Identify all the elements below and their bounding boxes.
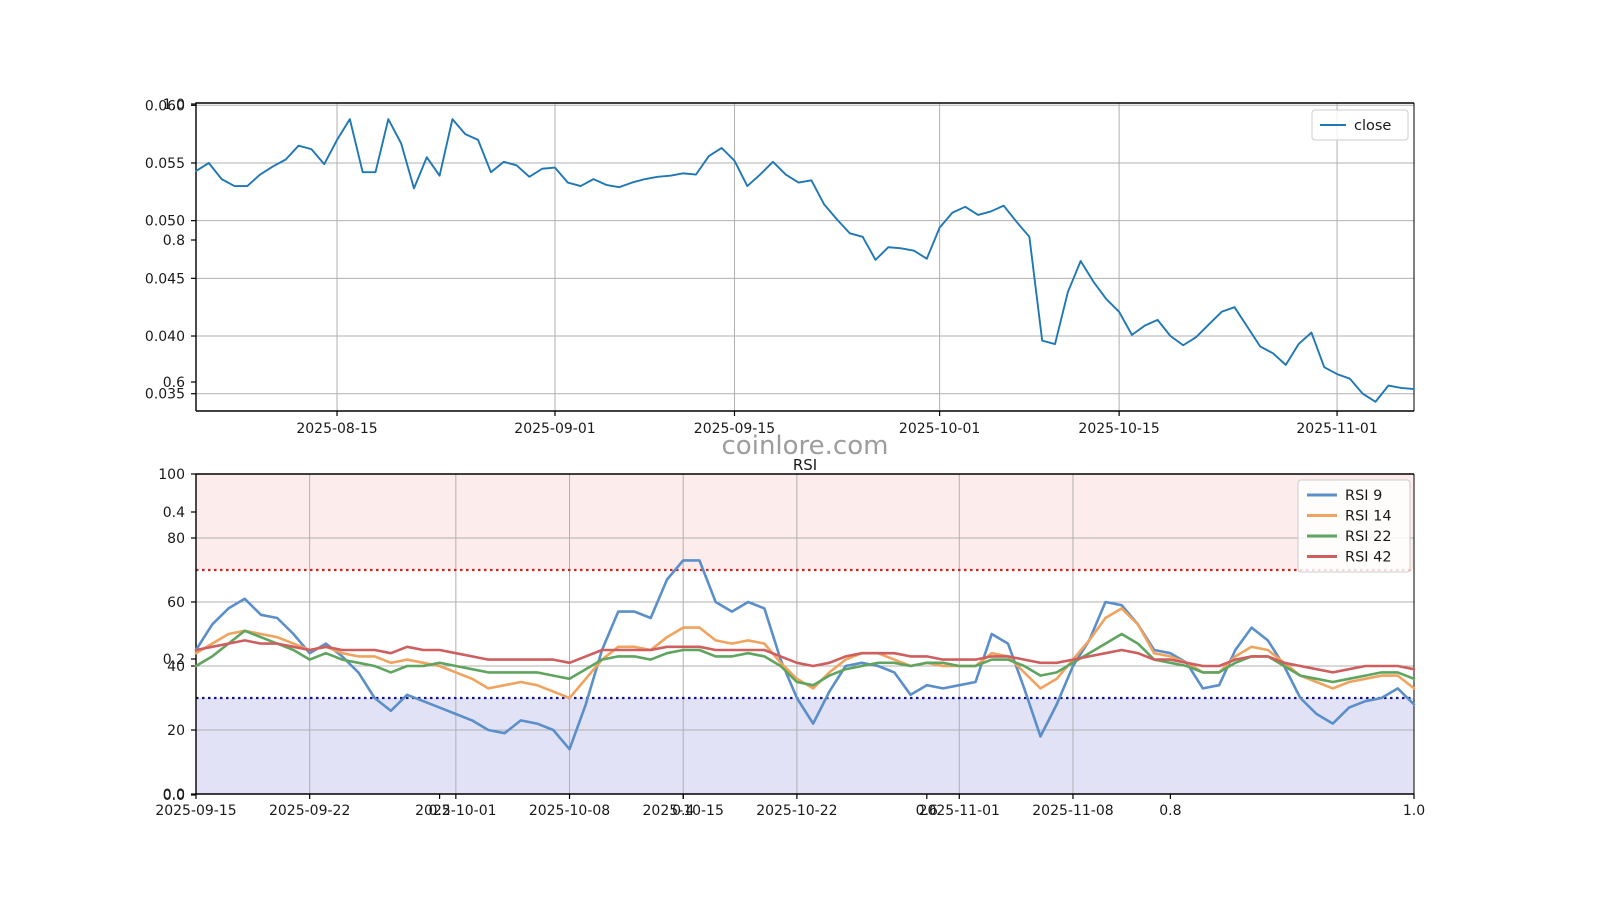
rsi-y-ghost-tick-label: 0.4 [163,505,185,521]
price-y-tick-label: 0.040 [145,329,185,345]
rsi-legend-label-rsi-42: RSI 42 [1345,550,1392,566]
rsi-y-tick-label: 100 [158,467,185,483]
price-x-tick-label: 2025-09-15 [694,421,775,437]
rsi-series-line-rsi-42 [194,639,1416,674]
price-y-tick-label: 0.045 [145,271,185,287]
rsi-x-ghost-tick-label: 1.0 [1403,803,1425,819]
rsi-y-tick-label: 0 [176,787,185,803]
rsi-overbought-band [196,474,1414,570]
price-y-ghost-tick-label: 1.0 [163,97,185,113]
price-y-tick-label: 0.055 [145,156,185,172]
price-x-tick-label: 2025-11-01 [1296,421,1377,437]
rsi-y-tick-label: 80 [167,531,185,547]
rsi-legend-label-rsi-9: RSI 9 [1345,488,1382,504]
rsi-series-line-rsi-9 [194,559,1416,751]
rsi-y-tick-label: 20 [167,723,185,739]
price-close-line [195,118,1415,403]
rsi-x-tick-label: 2025-10-22 [756,803,837,819]
rsi-x-tick-label: 2025-11-01 [919,803,1000,819]
rsi-legend-label-rsi-22: RSI 22 [1345,529,1392,545]
price-y-tick-label: 0.050 [145,214,185,230]
rsi-panel-title: RSI [793,456,817,474]
rsi-x-ghost-origin-label: 0.0 [163,787,185,803]
price-y-tick-label: 0.060 [145,98,185,114]
price-y-ghost-tick-label: 0.8 [163,233,185,249]
rsi-x-tick-label: 2025-10-01 [415,803,496,819]
rsi-y-ghost-tick-label: 0.2 [163,652,185,668]
price-x-tick-label: 2025-10-01 [899,421,980,437]
rsi-x-ghost-tick-label: 0.8 [1159,803,1181,819]
rsi-axis-frame [195,473,1414,794]
coinlore-watermark: coinlore.com [722,431,889,461]
price-x-tick-label: 2025-10-15 [1078,421,1159,437]
rsi-x-tick-label: 2025-09-15 [155,803,236,819]
rsi-oversold-band [196,698,1414,794]
price-legend-label-close: close [1354,118,1391,134]
rsi-y-ghost-tick-label: 0.0 [163,788,185,804]
price-y-ghost-tick-label: 0.6 [163,375,185,391]
rsi-y-tick-label: 60 [167,595,185,611]
rsi-x-tick-label: 2025-10-15 [643,803,724,819]
rsi-x-tick-label: 2025-11-08 [1032,803,1113,819]
rsi-legend-label-rsi-14: RSI 14 [1345,509,1392,525]
rsi-x-ghost-tick-label: 0.2 [428,803,450,819]
price-x-tick-label: 2025-09-01 [514,421,595,437]
rsi-x-tick-label: 2025-09-22 [269,803,350,819]
price-legend-box [1311,109,1409,141]
rsi-x-ghost-tick-label: 0.6 [916,803,938,819]
rsi-x-ghost-tick-label: 0.4 [672,803,694,819]
price-chart-panel: 0.060 0.055 0.050 0.045 0.040 0.035 1.0 0.8 0.6 2… [145,97,1415,437]
price-y-tick-label: 0.035 [145,387,185,403]
price-x-tick-label: 2025-08-15 [296,421,377,437]
rsi-y-tick-label: 40 [167,659,185,675]
rsi-x-tick-label: 2025-10-08 [529,803,610,819]
price-axis-frame [195,102,1414,411]
rsi-legend-box [1297,479,1411,573]
rsi-series-line-rsi-22 [194,629,1416,687]
